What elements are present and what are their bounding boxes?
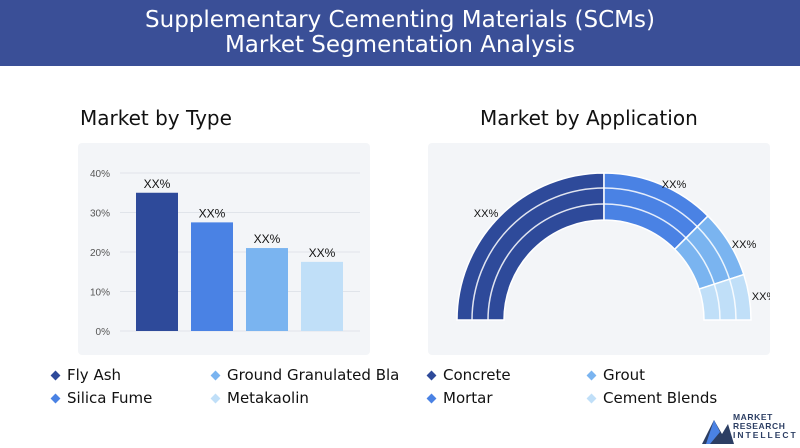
data-label: XX% [662, 179, 687, 191]
donut-ring-line [696, 226, 731, 280]
legend-item-mortar: Mortar [426, 389, 493, 407]
donut-chart-panel: XX% XX% XX% XX% [428, 143, 776, 355]
bar-chart-title: Market by Type [80, 106, 232, 130]
logo-line: INTELLECT [733, 430, 798, 440]
legend-marker-icon [586, 370, 597, 380]
legend-marker-icon [210, 393, 221, 403]
y-tick-label: 0% [96, 327, 111, 338]
data-label: XX% [474, 208, 499, 220]
donut-segment [456, 172, 605, 321]
legend-item-ground-granulated: Ground Granulated Bla [210, 366, 400, 384]
logo-text: MARKET RESEARCH INTELLECT [733, 413, 798, 440]
header-banner: Supplementary Cementing Materials (SCMs)… [0, 0, 800, 66]
legend-label: Concrete [443, 366, 511, 384]
donut-chart: XX% XX% XX% XX% [456, 172, 776, 321]
bar [136, 192, 178, 331]
data-label: XX% [254, 232, 281, 246]
y-tick-label: 10% [90, 288, 110, 299]
bar-chart-panel: 0% 10% 20% 30% 40% XX% XX% XX% XX% [78, 143, 370, 355]
donut-ring-line [603, 187, 698, 228]
data-label: XX% [199, 206, 226, 220]
bar-chart: 0% 10% 20% 30% 40% XX% XX% XX% XX% [90, 169, 360, 338]
legend-marker-icon [50, 393, 61, 403]
donut-ring-line [471, 187, 605, 321]
y-tick-label: 20% [90, 248, 110, 259]
logo-accent-icon [706, 420, 720, 444]
donut-ring-line [713, 283, 721, 321]
data-label: XX% [752, 291, 770, 303]
legend-marker-icon [586, 393, 597, 403]
legend-label: Ground Granulated Bla [227, 366, 400, 384]
logo-line: RESEARCH [733, 421, 786, 431]
legend-label: Metakaolin [227, 389, 309, 407]
page-title: Supplementary Cementing Materials (SCMs)… [145, 7, 655, 58]
data-label: XX% [732, 239, 757, 251]
data-label: XX% [144, 177, 171, 191]
legend-item-silica-fume: Silica Fume [50, 389, 153, 407]
legend-label: Mortar [443, 389, 493, 407]
bar [191, 222, 233, 331]
legend-item-cement-blends: Cement Blends [586, 389, 718, 407]
legend-item-grout: Grout [586, 366, 646, 384]
legend-marker-icon [50, 370, 61, 380]
legend-item-metakaolin: Metakaolin [210, 389, 309, 407]
legend-item-concrete: Concrete [426, 366, 511, 384]
legend-label: Grout [603, 366, 646, 384]
bar [301, 261, 343, 331]
bar [246, 248, 288, 331]
y-tick-label: 40% [90, 169, 110, 180]
legend-label: Fly Ash [67, 366, 122, 384]
legend-marker-icon [426, 393, 437, 403]
legend-label: Silica Fume [67, 389, 153, 407]
donut-ring-line [487, 203, 605, 321]
donut-ring-line [685, 237, 716, 285]
donut-chart-title: Market by Application [480, 106, 698, 130]
donut-ring-line [728, 278, 737, 321]
donut-ring-line [603, 203, 687, 239]
legend-marker-icon [426, 370, 437, 380]
legend-item-fly-ash: Fly Ash [50, 366, 122, 384]
y-tick-label: 30% [90, 209, 110, 220]
legend-label: Cement Blends [603, 389, 718, 407]
data-label: XX% [309, 246, 336, 260]
legend-marker-icon [210, 370, 221, 380]
company-logo [702, 420, 734, 444]
logo-line: MARKET [733, 412, 773, 422]
donut-segment [698, 273, 752, 321]
